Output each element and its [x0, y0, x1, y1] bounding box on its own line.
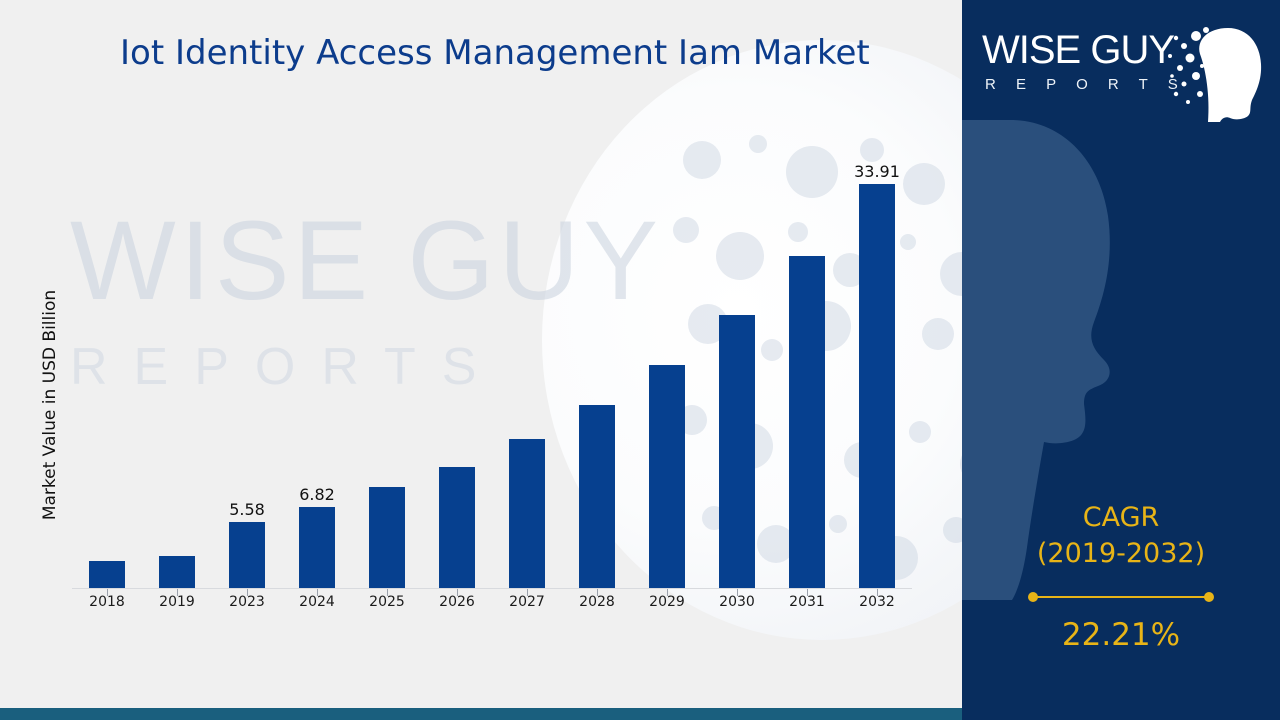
bar[interactable]: [159, 556, 195, 588]
divider-dot-right: [1204, 591, 1214, 602]
bar-column[interactable]: [352, 160, 422, 596]
cagr-range: (2019-2032): [1036, 538, 1206, 570]
axis-tick: [597, 589, 598, 596]
y-axis-label: Market Value in USD Billion: [40, 289, 60, 521]
bar-column[interactable]: [142, 160, 212, 596]
bar[interactable]: [369, 487, 405, 588]
axis-tick: [317, 589, 318, 596]
x-axis-label-2025: 2025: [369, 594, 405, 610]
x-axis-label-2024: 2024: [299, 594, 335, 610]
axis-tick: [457, 589, 458, 596]
axis-tick: [807, 589, 808, 596]
axis-tick: [247, 589, 248, 596]
bar-chart: Market Value in USD Billion 5.58 6.82 33.9…: [40, 160, 912, 616]
head-profile-silhouette-icon: [962, 120, 1110, 600]
x-axis-label-2032: 2032: [859, 594, 895, 610]
axis-tick: [737, 589, 738, 596]
bar-column[interactable]: [562, 160, 632, 596]
bar[interactable]: [859, 184, 895, 588]
bar[interactable]: [719, 315, 755, 588]
bar-column[interactable]: [422, 160, 492, 596]
bar-column[interactable]: [632, 160, 702, 596]
cagr-divider: [1028, 591, 1214, 603]
bar[interactable]: [439, 467, 475, 588]
x-axis-label-2018: 2018: [89, 594, 125, 610]
chart-panel: WISE GUY REPORTS Iot Identity Access Man…: [40, 33, 962, 640]
cagr-block: CAGR (2019-2032) 22.21%: [962, 500, 1280, 653]
bar-column[interactable]: 6.82: [282, 160, 352, 596]
bar[interactable]: [229, 522, 265, 588]
logo-wordmark: WISE GUY: [982, 28, 1175, 72]
divider-line: [1034, 595, 1208, 598]
bar[interactable]: [789, 256, 825, 588]
x-axis-label-2027: 2027: [509, 594, 545, 610]
bar[interactable]: [299, 507, 335, 588]
x-axis-label-2031: 2031: [789, 594, 825, 610]
cagr-value: 22.21%: [1061, 616, 1181, 653]
bar[interactable]: [89, 561, 125, 588]
bar-column[interactable]: 5.58: [212, 160, 282, 596]
bar-value-label: 33.91: [854, 162, 900, 181]
x-axis-label-2026: 2026: [439, 594, 475, 610]
bar-value-label: 5.58: [229, 500, 265, 519]
x-axis-label-2023: 2023: [229, 594, 265, 610]
bar[interactable]: [649, 365, 685, 588]
divider-dot-left: [1028, 591, 1038, 602]
bar[interactable]: [579, 405, 615, 588]
bar-column[interactable]: [492, 160, 562, 596]
x-axis-label-2028: 2028: [579, 594, 615, 610]
plot-area: 5.58 6.82 33.91: [72, 160, 912, 596]
logo-subtitle: R E P O R T S: [985, 76, 1186, 93]
page-title: Iot Identity Access Management Iam Marke…: [120, 33, 870, 73]
x-axis-line: [72, 588, 912, 589]
brand-logo: WISE GUY R E P O R T S: [982, 27, 1262, 122]
bar-value-label: 6.82: [299, 485, 335, 504]
bar-column[interactable]: [772, 160, 842, 596]
bar-column[interactable]: [72, 160, 142, 596]
x-axis-label-2019: 2019: [159, 594, 195, 610]
axis-tick: [527, 589, 528, 596]
x-axis-label-2029: 2029: [649, 594, 685, 610]
axis-tick: [107, 589, 108, 596]
bar-series: 5.58 6.82 33.91: [72, 160, 912, 596]
axis-tick: [387, 589, 388, 596]
x-axis-label-2030: 2030: [719, 594, 755, 610]
bar-column[interactable]: 33.91: [842, 160, 912, 596]
x-axis-labels: 2018 2019 2023 2024 2025 2026 2027 2028 2029 2030…: [72, 594, 912, 616]
cagr-label: CAGR: [1082, 502, 1160, 533]
bottom-accent-strip: [0, 708, 962, 720]
axis-tick: [877, 589, 878, 596]
axis-tick: [667, 589, 668, 596]
brand-sidebar: WISE GUY R E P O R T S CAGR (2019-2032): [962, 0, 1280, 720]
decorative-bubbles-icon: [673, 135, 962, 580]
axis-tick: [177, 589, 178, 596]
bar[interactable]: [509, 439, 545, 588]
dotted-head-profile-icon: [1168, 27, 1262, 122]
bar-column[interactable]: [702, 160, 772, 596]
